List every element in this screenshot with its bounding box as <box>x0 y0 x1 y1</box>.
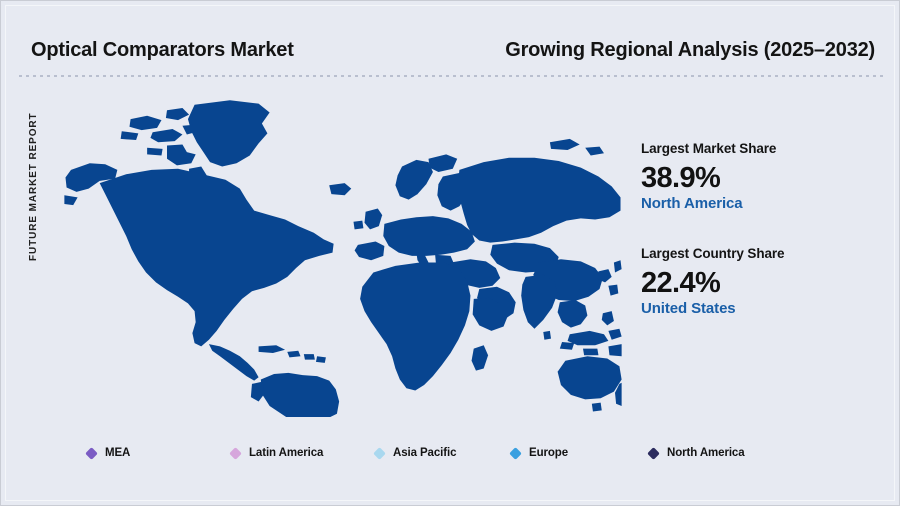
legend-dot-icon <box>509 446 522 460</box>
stat-region: United States <box>641 300 736 318</box>
stat-label: Largest Market Share <box>641 141 777 156</box>
legend-item-mea: MEA <box>85 446 131 460</box>
legend-dot-icon <box>647 446 660 460</box>
legend-item-north-america: North America <box>647 446 745 460</box>
legend-dot-icon <box>229 446 242 460</box>
map-legend: MEA Latin America Asia Pacific Europe No… <box>85 446 787 469</box>
stat-label: Largest Country Share <box>641 246 785 262</box>
world-map <box>63 97 623 417</box>
stat-value: 22.4% <box>641 267 721 300</box>
legend-label: MEA <box>105 447 131 459</box>
legend-label: Asia Pacific <box>393 447 457 459</box>
stat-largest-country-share: Largest Country Share 22.4% United State… <box>641 246 881 317</box>
legend-label: North America <box>667 447 745 459</box>
stats-panel: Largest Market Share 38.9% North America… <box>641 141 881 351</box>
brand-watermark-label: FUTURE MARKET REPORT <box>28 112 39 261</box>
header-subtitle: Growing Regional Analysis (2025–2032) <box>505 39 875 61</box>
header: Optical Comparators Market Growing Regio… <box>1 1 899 79</box>
stat-largest-market-share: Largest Market Share 38.9% North America <box>641 141 881 212</box>
legend-label: Latin America <box>249 447 324 459</box>
legend-item-europe: Europe <box>509 446 569 460</box>
legend-label: Europe <box>529 447 569 459</box>
header-divider <box>19 75 883 77</box>
legend-item-asia-pacific: Asia Pacific <box>373 446 457 460</box>
legend-dot-icon <box>373 446 386 460</box>
stat-region: North America <box>641 195 743 213</box>
legend-item-latin-america: Latin America <box>229 446 324 460</box>
world-map-svg <box>64 100 622 417</box>
page-title: Optical Comparators Market <box>31 39 294 61</box>
world-map-landmasses <box>64 100 622 417</box>
stat-value: 38.9% <box>641 162 721 194</box>
legend-dot-icon <box>85 446 98 460</box>
